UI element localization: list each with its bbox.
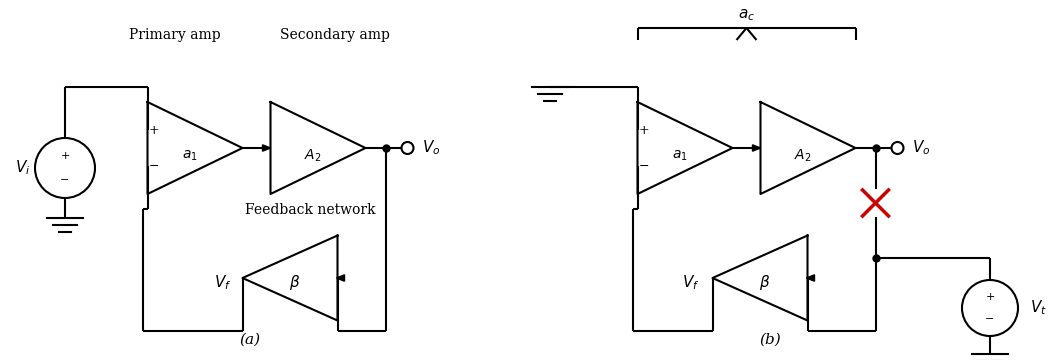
Text: $a_1$: $a_1$ [182, 149, 197, 163]
Text: $V_i$: $V_i$ [16, 159, 30, 177]
Text: Primary amp: Primary amp [129, 28, 220, 42]
Polygon shape [262, 145, 271, 151]
Text: $V_o$: $V_o$ [422, 139, 441, 157]
Text: $V_f$: $V_f$ [681, 274, 699, 292]
Text: $V_o$: $V_o$ [912, 139, 931, 157]
Text: $\beta$: $\beta$ [759, 274, 771, 292]
Polygon shape [336, 275, 344, 281]
Text: $V_t$: $V_t$ [1030, 299, 1047, 318]
Circle shape [891, 142, 903, 154]
Text: −: − [985, 314, 994, 324]
Text: (a): (a) [239, 333, 260, 347]
Text: +: + [60, 151, 69, 161]
Polygon shape [753, 145, 760, 151]
Text: $V_f$: $V_f$ [214, 274, 231, 292]
Text: −: − [60, 175, 69, 185]
Circle shape [401, 142, 414, 154]
Text: −: − [148, 159, 159, 172]
Text: −: − [638, 159, 649, 172]
Text: $a_c$: $a_c$ [738, 7, 755, 23]
Text: $\beta$: $\beta$ [290, 274, 300, 292]
Text: +: + [638, 123, 649, 136]
Text: Secondary amp: Secondary amp [280, 28, 390, 42]
Text: (b): (b) [759, 333, 781, 347]
Text: Feedback network: Feedback network [245, 203, 375, 217]
Text: +: + [985, 292, 994, 302]
Text: $A_2$: $A_2$ [794, 148, 812, 164]
Text: $a_1$: $a_1$ [672, 149, 688, 163]
Text: +: + [148, 123, 159, 136]
Polygon shape [806, 275, 815, 281]
Text: $A_2$: $A_2$ [304, 148, 321, 164]
